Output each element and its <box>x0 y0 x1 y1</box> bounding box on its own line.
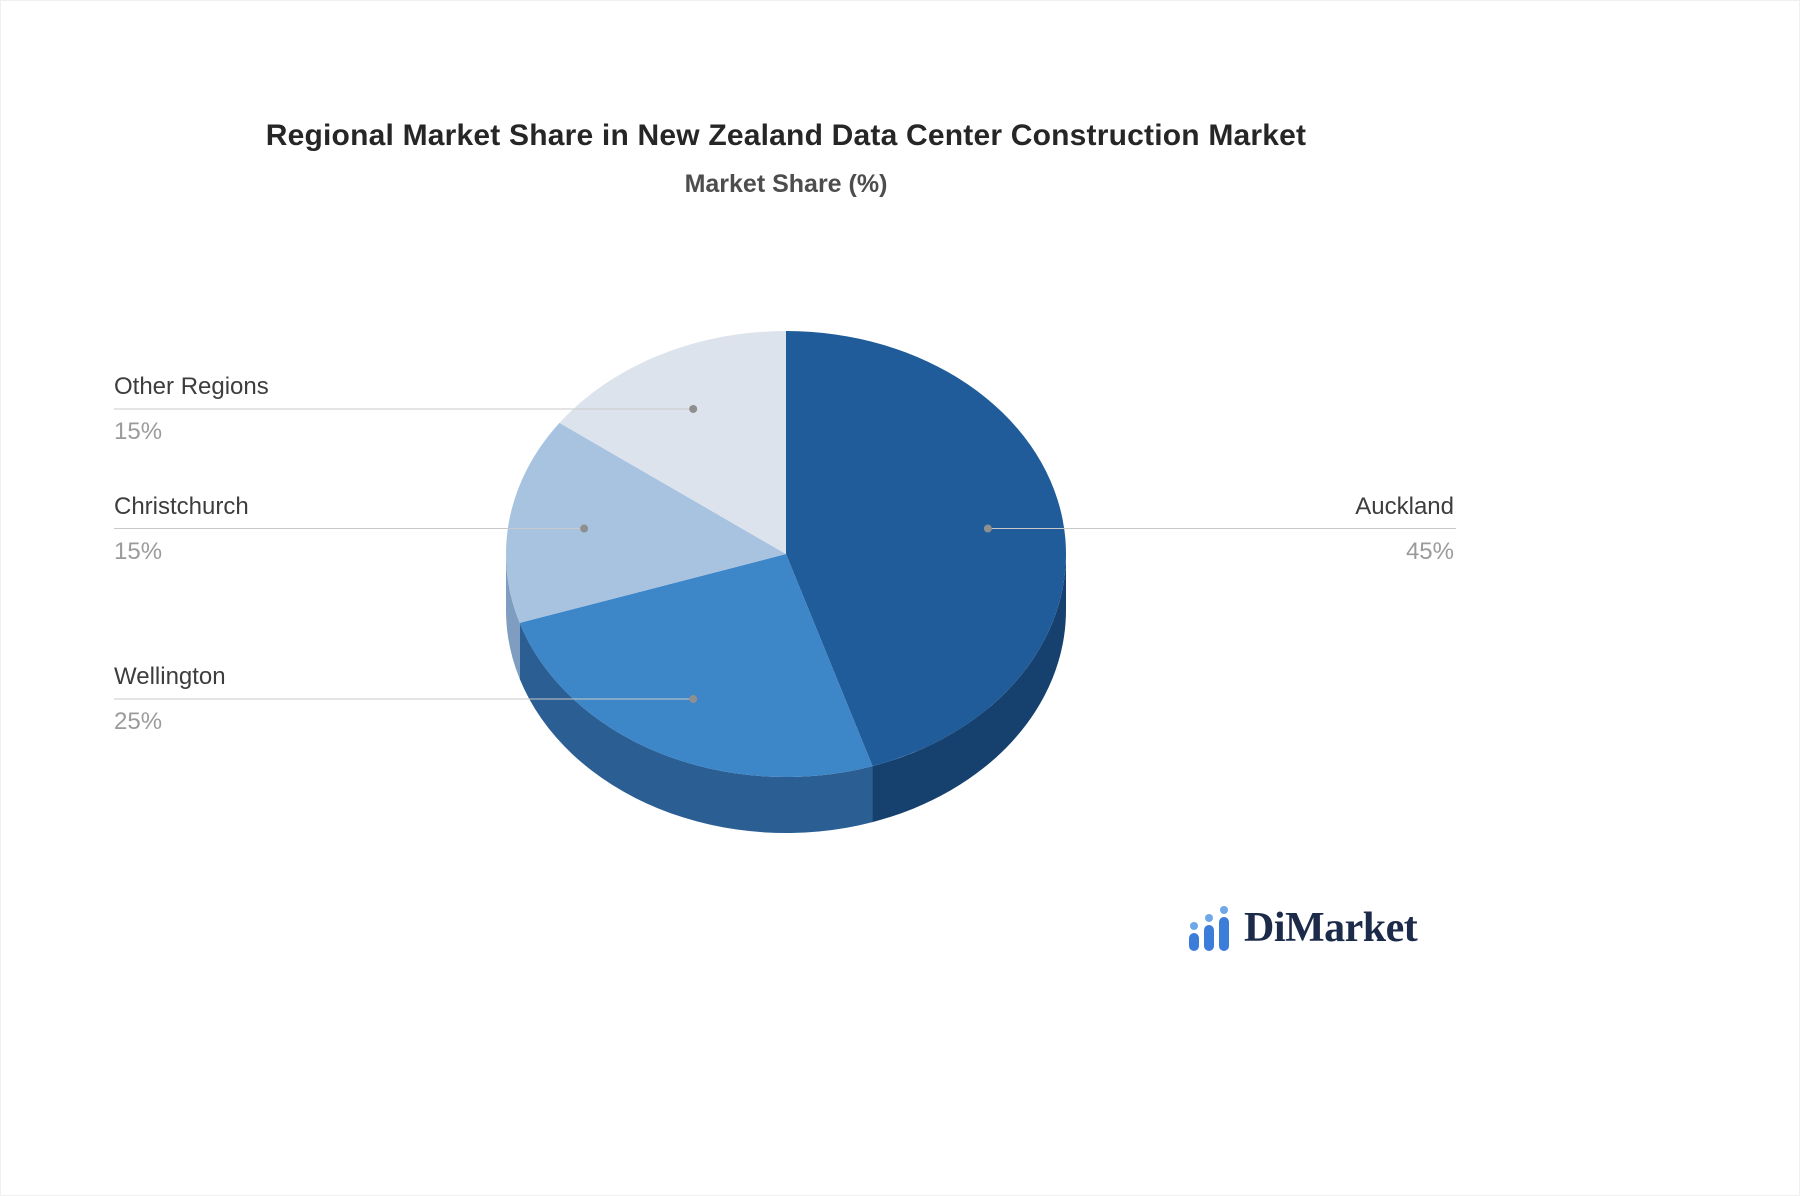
bar-chart-icon <box>1189 906 1229 951</box>
slice-value-other-regions: 15% <box>114 417 163 445</box>
slice-label-christchurch: Christchurch <box>114 492 249 520</box>
slice-value-auckland: 45% <box>1405 537 1454 565</box>
leader-dot-auckland <box>983 524 992 533</box>
slice-label-auckland: Auckland <box>1355 492 1454 520</box>
pie-slice-side-wellington <box>519 622 873 833</box>
leader-dot-other-regions <box>689 404 698 413</box>
leader-dot-christchurch <box>580 524 589 533</box>
slice-label-other-regions: Other Regions <box>114 372 269 400</box>
brand-logo: DiMarket <box>1186 903 1418 953</box>
pie-slice-auckland[interactable] <box>786 331 1067 767</box>
slice-label-wellington: Wellington <box>114 663 226 691</box>
pie-slice-other-regions[interactable] <box>559 331 786 554</box>
brand-name: DiMarket <box>1244 905 1418 951</box>
pie-slice-side-christchurch <box>506 554 520 679</box>
slice-value-wellington: 25% <box>114 708 163 736</box>
chart-subtitle: Market Share (%) <box>684 170 888 198</box>
slice-value-christchurch: 15% <box>114 537 163 565</box>
pie-slice-christchurch[interactable] <box>505 422 786 623</box>
leader-dot-wellington <box>689 695 698 704</box>
pie-slice-side-auckland <box>872 554 1066 823</box>
chart-title: Regional Market Share in New Zealand Dat… <box>265 119 1307 152</box>
pie-slice-wellington[interactable] <box>519 554 873 778</box>
